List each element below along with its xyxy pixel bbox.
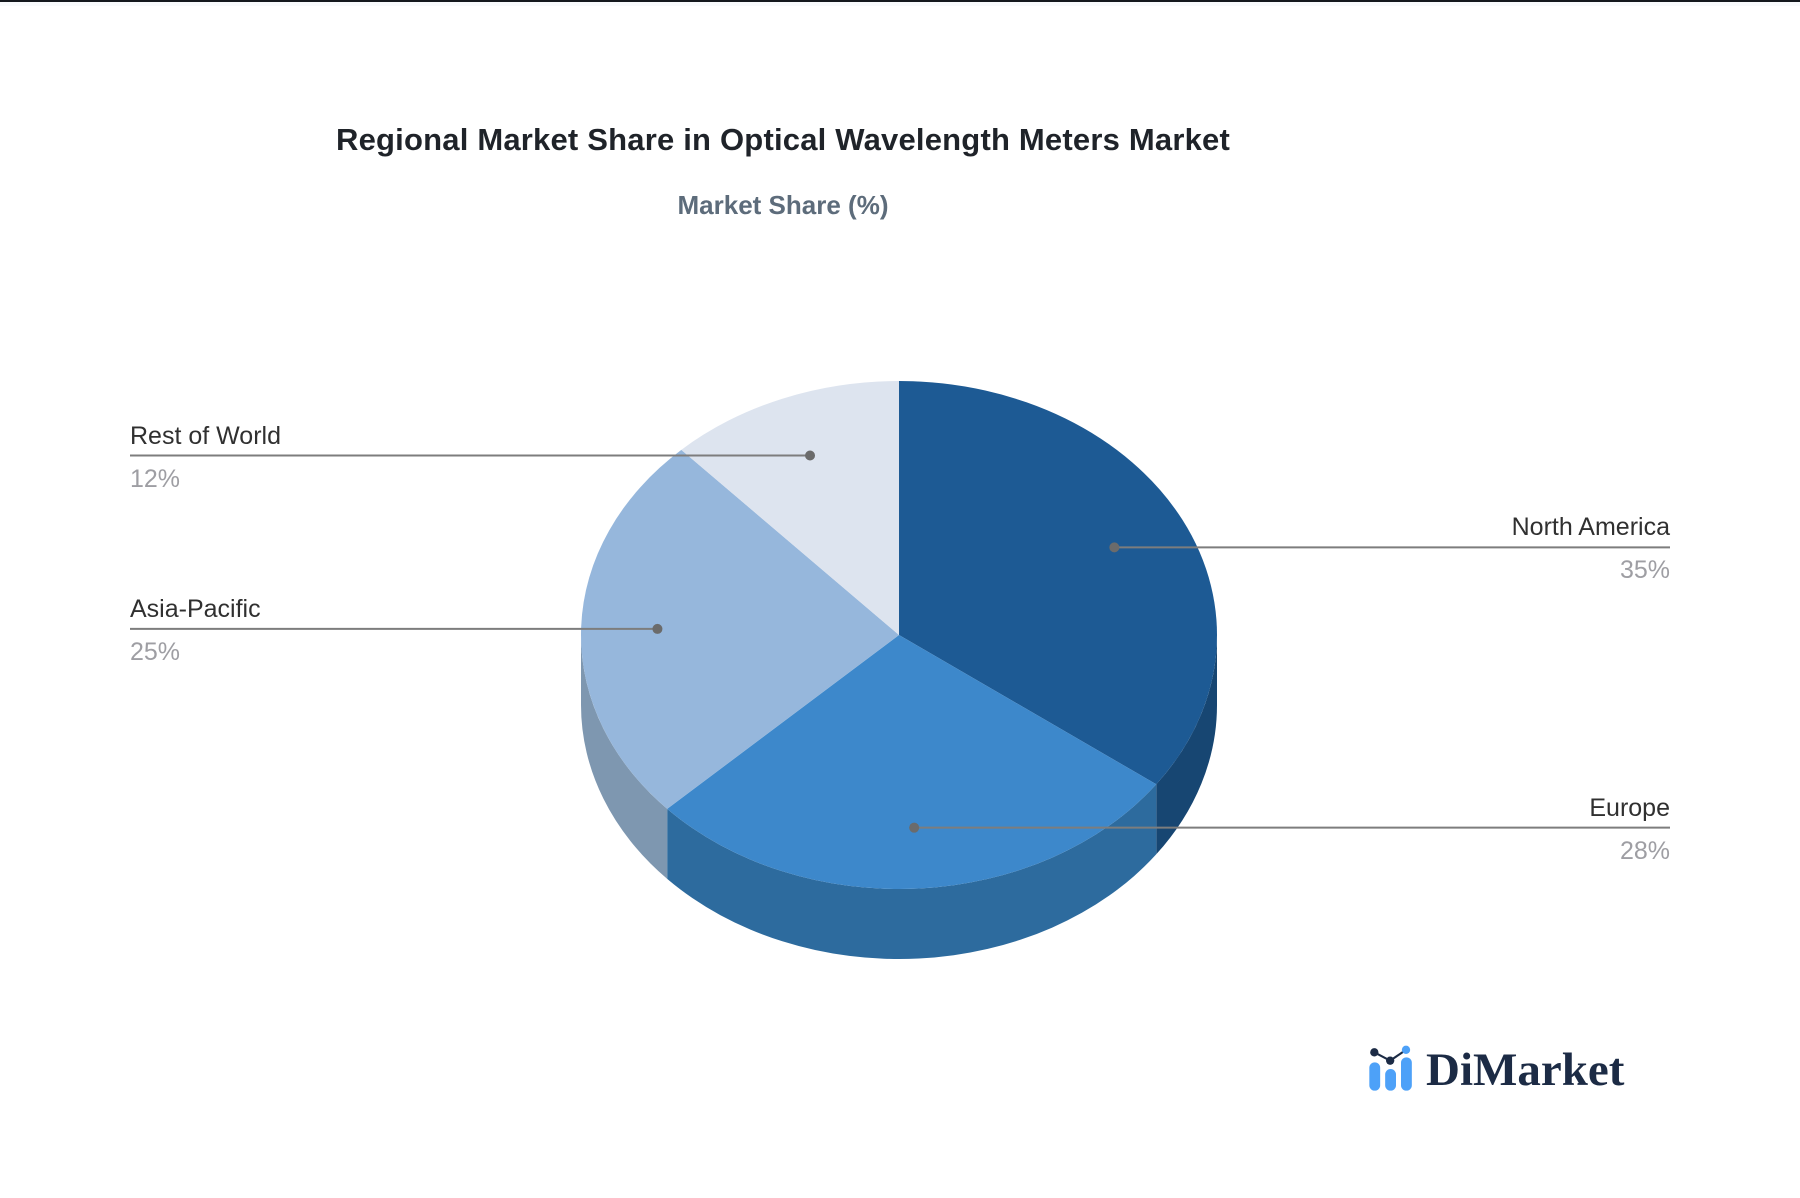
brand-logo: DiMarket <box>1366 1044 1624 1094</box>
leader-dot <box>652 623 663 634</box>
slice-pct-asia-pacific: 25% <box>130 637 181 666</box>
top-strip <box>0 2 1800 6</box>
chart-title: Regional Market Share in Optical Wavelen… <box>336 122 1230 157</box>
slice-label-north-america: North America <box>1511 513 1670 542</box>
pie-slice-top <box>667 635 1157 889</box>
chart-subtitle: Market Share (%) <box>677 190 889 220</box>
slice-label-rest-of-world: Rest of World <box>130 421 281 450</box>
slice-pct-europe: 28% <box>1619 836 1670 865</box>
pie-slice-side <box>581 635 668 879</box>
pie-slice-side <box>1156 635 1217 855</box>
slice-label-asia-pacific: Asia-Pacific <box>130 594 261 623</box>
bar-chart-logo-icon <box>1369 1045 1412 1091</box>
pie-slice-top <box>681 381 899 635</box>
pie-slice-top <box>899 381 1217 785</box>
leader-dot <box>1109 542 1120 553</box>
slice-label-europe: Europe <box>1589 793 1670 822</box>
leader-dot <box>805 450 816 461</box>
slice-pct-north-america: 35% <box>1619 556 1670 585</box>
leader-dot <box>909 822 920 833</box>
slice-pct-rest-of-world: 12% <box>130 464 181 493</box>
pie-slice-top <box>581 449 899 809</box>
pie-slice-side <box>667 784 1157 959</box>
brand-name: DiMarket <box>1426 1044 1625 1096</box>
